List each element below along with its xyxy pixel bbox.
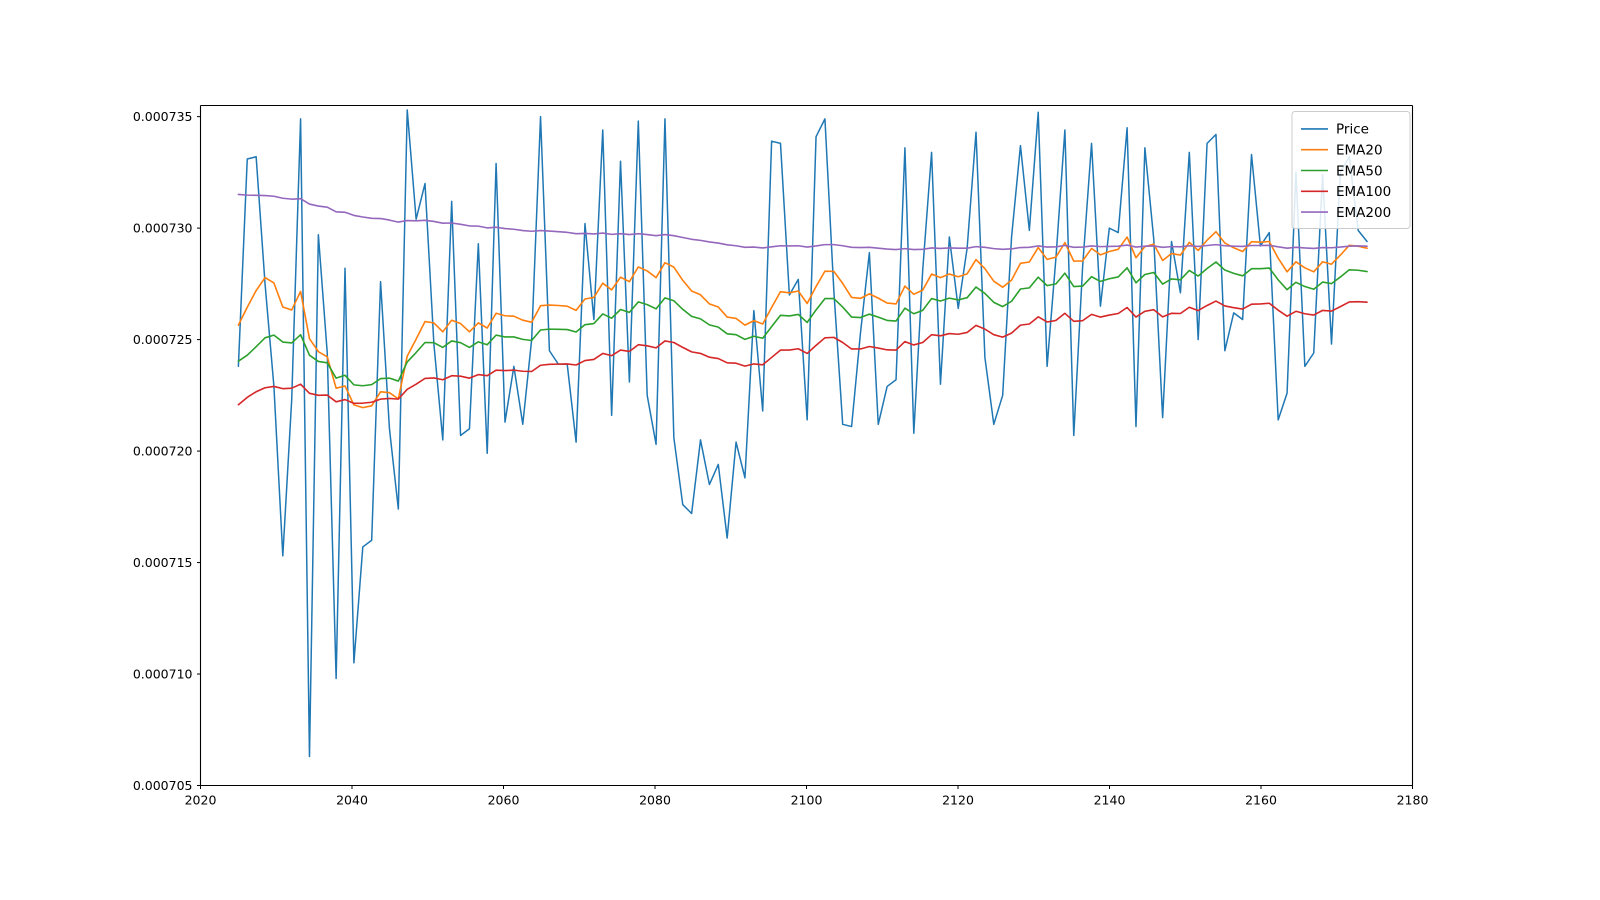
x-tick-label: 2140 <box>1094 793 1126 808</box>
x-tick-label: 2060 <box>488 793 520 808</box>
legend-label-ema200: EMA200 <box>1336 205 1391 221</box>
x-tick-label: 2120 <box>942 793 974 808</box>
x-tick-label: 2160 <box>1245 793 1277 808</box>
legend-label-ema100: EMA100 <box>1336 184 1391 200</box>
legend-label-price: Price <box>1336 122 1369 138</box>
series-line-ema100 <box>237 300 1368 406</box>
x-tick-label: 2080 <box>639 793 671 808</box>
chart-legend[interactable]: Price EMA20 EMA50 EMA100 EMA200 <box>1291 111 1411 229</box>
y-tick-label: 0.000725 <box>133 332 193 347</box>
x-tick-label: 2020 <box>185 793 217 808</box>
legend-box <box>1291 111 1411 229</box>
series-line-ema20 <box>237 230 1368 409</box>
y-tick-label: 0.000715 <box>133 555 193 570</box>
y-tick-label: 0.000720 <box>133 444 193 459</box>
axes-spines <box>199 104 1414 787</box>
legend-label-ema50: EMA50 <box>1336 163 1383 179</box>
axis-tick-labels: 2020 2040 2060 2080 2100 2120 2140 2160 2180 0.00… <box>133 109 1429 807</box>
y-tick-label: 0.000710 <box>133 667 193 682</box>
y-tick-label: 0.000735 <box>133 109 193 124</box>
series-line-ema200 <box>237 193 1368 251</box>
series-lines <box>237 109 1368 758</box>
axis-ticks <box>197 116 1413 789</box>
x-tick-label: 2100 <box>791 793 823 808</box>
y-tick-label: 0.000705 <box>133 778 193 793</box>
x-tick-label: 2040 <box>336 793 368 808</box>
y-tick-label: 0.000730 <box>133 221 193 236</box>
legend-label-ema20: EMA20 <box>1336 143 1383 159</box>
series-line-ema50 <box>237 261 1368 387</box>
series-line-price <box>237 109 1368 758</box>
x-tick-label: 2180 <box>1397 793 1429 808</box>
